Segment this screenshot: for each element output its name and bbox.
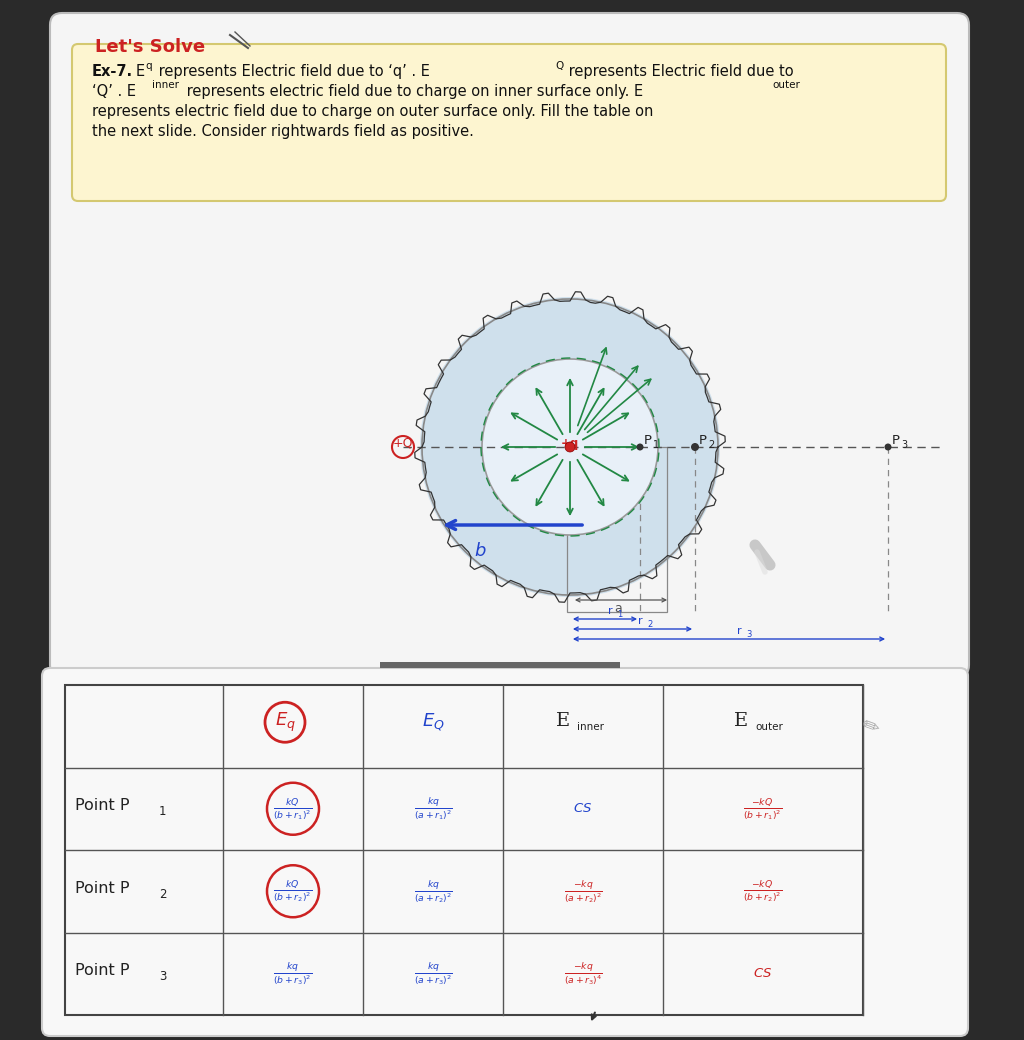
- Text: Point P: Point P: [75, 799, 129, 813]
- Bar: [65, 685, 863, 1015]
- Text: E: E: [734, 712, 749, 730]
- Text: E: E: [136, 64, 145, 79]
- Text: Ex-7.: Ex-7.: [92, 64, 133, 79]
- Text: b: b: [474, 542, 485, 560]
- Text: inner: inner: [152, 80, 179, 90]
- Text: represents electric field due to charge on inner surface only. E: represents electric field due to charge …: [182, 84, 643, 99]
- Text: r: r: [638, 616, 643, 626]
- Circle shape: [565, 442, 575, 452]
- Text: $\frac{kq}{(a+r_3)^2}$: $\frac{kq}{(a+r_3)^2}$: [414, 961, 453, 987]
- Text: represents Electric field due to ‘q’ . E: represents Electric field due to ‘q’ . E: [154, 64, 430, 79]
- Text: q: q: [145, 61, 152, 71]
- FancyBboxPatch shape: [42, 668, 968, 1036]
- Circle shape: [482, 359, 658, 535]
- Text: r: r: [607, 606, 612, 616]
- Text: represents Electric field due to: represents Electric field due to: [564, 64, 794, 79]
- Text: 1: 1: [617, 610, 623, 619]
- Text: $CS$: $CS$: [573, 802, 593, 815]
- Bar: [380, 662, 620, 668]
- Text: Point P: Point P: [75, 881, 129, 895]
- Text: $\frac{-kQ}{(b+r_2)^2}$: $\frac{-kQ}{(b+r_2)^2}$: [743, 879, 782, 904]
- Text: $E_q$: $E_q$: [274, 710, 296, 734]
- Text: $\frac{kq}{(a+r_1)^2}$: $\frac{kq}{(a+r_1)^2}$: [414, 796, 453, 822]
- Text: outer: outer: [772, 80, 800, 90]
- Text: 2: 2: [159, 888, 167, 901]
- Text: $\frac{kQ}{(b+r_1)^2}$: $\frac{kQ}{(b+r_1)^2}$: [273, 796, 312, 822]
- Text: $\frac{kq}{(b+r_3)^2}$: $\frac{kq}{(b+r_3)^2}$: [273, 961, 312, 987]
- Text: $\frac{kQ}{(b+r_2)^2}$: $\frac{kQ}{(b+r_2)^2}$: [273, 879, 312, 904]
- Text: 2: 2: [708, 440, 715, 450]
- Text: a: a: [614, 602, 622, 615]
- Text: P: P: [699, 435, 707, 447]
- Circle shape: [885, 443, 892, 450]
- Text: represents electric field due to charge on outer surface only. Fill the table on: represents electric field due to charge …: [92, 104, 653, 119]
- Text: 3: 3: [901, 440, 907, 450]
- Text: P: P: [644, 435, 652, 447]
- Text: Q: Q: [555, 61, 563, 71]
- Text: 3: 3: [746, 630, 752, 639]
- Text: inner: inner: [577, 722, 604, 732]
- Text: E: E: [556, 712, 570, 730]
- Text: $\frac{-kq}{(a+r_3)^4}$: $\frac{-kq}{(a+r_3)^4}$: [563, 961, 602, 987]
- Text: 3: 3: [159, 970, 166, 983]
- Text: $CS$: $CS$: [754, 967, 773, 981]
- Text: Let's Solve: Let's Solve: [95, 38, 205, 56]
- Text: ‘Q’ . E: ‘Q’ . E: [92, 84, 136, 99]
- Text: $\frac{-kq}{(a+r_2)^2}$: $\frac{-kq}{(a+r_2)^2}$: [563, 878, 602, 905]
- Text: 1: 1: [159, 805, 167, 818]
- Bar: [567, 447, 667, 612]
- Text: 2: 2: [647, 620, 652, 629]
- Text: 1: 1: [653, 440, 659, 450]
- Text: $\frac{-kQ}{(b+r_1)^2}$: $\frac{-kQ}{(b+r_1)^2}$: [743, 796, 782, 822]
- Text: Point P: Point P: [75, 963, 129, 979]
- FancyBboxPatch shape: [72, 44, 946, 201]
- Circle shape: [637, 443, 643, 450]
- Text: r: r: [736, 626, 741, 636]
- FancyBboxPatch shape: [50, 12, 969, 677]
- Text: +q: +q: [561, 437, 580, 449]
- Circle shape: [691, 443, 699, 451]
- Text: ✏: ✏: [858, 713, 882, 738]
- Circle shape: [420, 297, 720, 597]
- Text: +Q: +Q: [393, 437, 414, 449]
- Text: P: P: [892, 435, 900, 447]
- Text: outer: outer: [755, 722, 783, 732]
- Text: $E_Q$: $E_Q$: [422, 711, 444, 733]
- Text: $\frac{kq}{(a+r_2)^2}$: $\frac{kq}{(a+r_2)^2}$: [414, 878, 453, 905]
- Text: the next slide. Consider rightwards field as positive.: the next slide. Consider rightwards fiel…: [92, 124, 474, 139]
